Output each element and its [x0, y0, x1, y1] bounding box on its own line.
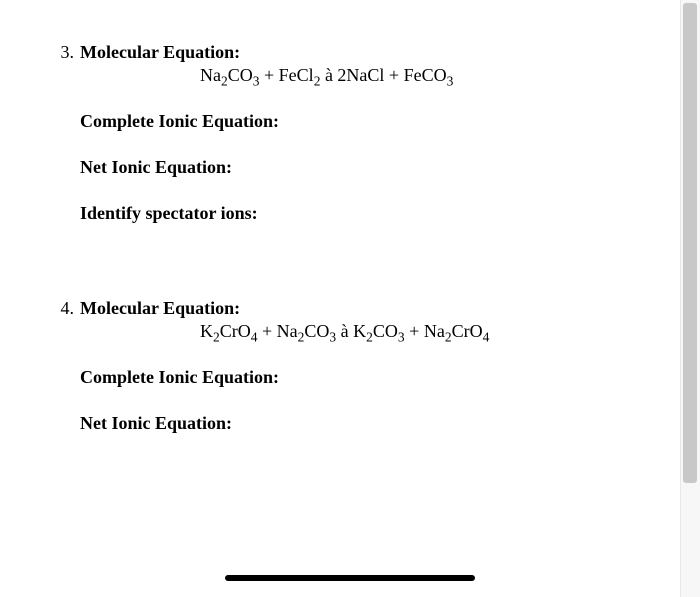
molecular-equation: Na2CO3 + FeCl2 à 2NaCl + FeCO3	[200, 65, 630, 86]
complete-ionic-label: Complete Ionic Equation:	[80, 111, 630, 132]
molecular-equation-label: Molecular Equation:	[80, 298, 240, 319]
molecular-equation-label: Molecular Equation:	[80, 42, 240, 63]
problem-number: 3.	[50, 42, 80, 63]
home-indicator	[225, 575, 475, 581]
problem-4: 4. Molecular Equation: K2CrO4 + Na2CO3 à…	[50, 298, 630, 434]
spectator-ions-label: Identify spectator ions:	[80, 203, 630, 224]
scrollbar-track[interactable]	[680, 0, 700, 597]
net-ionic-label: Net Ionic Equation:	[80, 413, 630, 434]
problem-number: 4.	[50, 298, 80, 319]
molecular-equation: K2CrO4 + Na2CO3 à K2CO3 + Na2CrO4	[200, 321, 630, 342]
net-ionic-label: Net Ionic Equation:	[80, 157, 630, 178]
problem-header: 3. Molecular Equation:	[50, 42, 630, 63]
document-page: 3. Molecular Equation: Na2CO3 + FeCl2 à …	[0, 0, 680, 597]
scrollbar-thumb[interactable]	[683, 3, 697, 483]
complete-ionic-label: Complete Ionic Equation:	[80, 367, 630, 388]
problem-3: 3. Molecular Equation: Na2CO3 + FeCl2 à …	[50, 42, 630, 224]
problem-header: 4. Molecular Equation:	[50, 298, 630, 319]
